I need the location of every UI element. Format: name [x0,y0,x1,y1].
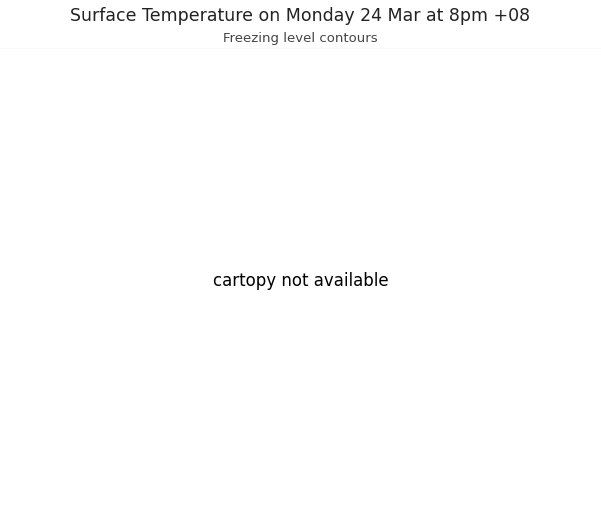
Text: Surface Temperature on Monday 24 Mar at 8pm +08: Surface Temperature on Monday 24 Mar at … [70,7,531,25]
Text: Freezing level contours: Freezing level contours [223,31,378,45]
Text: cartopy not available: cartopy not available [213,272,388,290]
